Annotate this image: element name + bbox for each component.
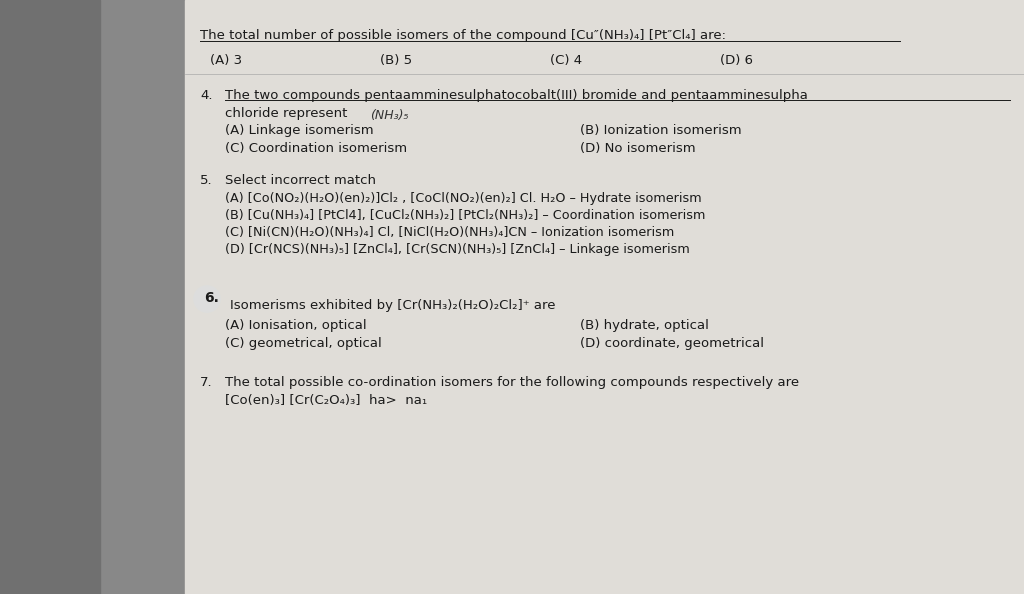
Text: (B) [Cu(NH₃)₄] [PtCl4], [CuCl₂(NH₃)₂] [PtCl₂(NH₃)₂] – Coordination isomerism: (B) [Cu(NH₃)₄] [PtCl4], [CuCl₂(NH₃)₂] [P… (225, 209, 706, 222)
Text: The total number of possible isomers of the compound [Cu″(NH₃)₄] [Pt″Cl₄] are:: The total number of possible isomers of … (200, 29, 726, 42)
Text: (D) coordinate, geometrical: (D) coordinate, geometrical (580, 337, 764, 350)
Text: [Co(en)₃] [Cr(C₂O₄)₃]  ha>  na₁: [Co(en)₃] [Cr(C₂O₄)₃] ha> na₁ (225, 394, 427, 407)
Text: (C) geometrical, optical: (C) geometrical, optical (225, 337, 382, 350)
Text: (B) Ionization isomerism: (B) Ionization isomerism (580, 124, 741, 137)
Text: The total possible co-ordination isomers for the following compounds respectivel: The total possible co-ordination isomers… (225, 376, 799, 389)
Text: Select incorrect match: Select incorrect match (225, 174, 376, 187)
Text: (C) 4: (C) 4 (550, 54, 582, 67)
Text: (B) 5: (B) 5 (380, 54, 412, 67)
Text: (A) Ionisation, optical: (A) Ionisation, optical (225, 319, 367, 332)
Text: (NH₃)₅: (NH₃)₅ (370, 109, 409, 122)
Text: (D) [Cr(NCS)(NH₃)₅] [ZnCl₄], [Cr(SCN)(NH₃)₅] [ZnCl₄] – Linkage isomerism: (D) [Cr(NCS)(NH₃)₅] [ZnCl₄], [Cr(SCN)(NH… (225, 243, 690, 256)
Text: (C) Coordination isomerism: (C) Coordination isomerism (225, 142, 408, 155)
Text: (A) Linkage isomerism: (A) Linkage isomerism (225, 124, 374, 137)
Text: 7.: 7. (200, 376, 213, 389)
Text: (B) hydrate, optical: (B) hydrate, optical (580, 319, 709, 332)
Text: 4.: 4. (200, 89, 213, 102)
Bar (0, 0, 100, 594)
Bar (185, 0, 1024, 594)
Text: (D) 6: (D) 6 (720, 54, 753, 67)
Text: (A) 3: (A) 3 (210, 54, 242, 67)
Circle shape (194, 286, 220, 312)
Text: (D) No isomerism: (D) No isomerism (580, 142, 695, 155)
Bar (0, 0, 185, 594)
Text: 5.: 5. (200, 174, 213, 187)
Text: The two compounds pentaamminesulphatocobalt(III) bromide and pentaamminesulpha: The two compounds pentaamminesulphatocob… (225, 89, 808, 102)
Text: Isomerisms exhibited by [Cr(NH₃)₂(H₂O)₂Cl₂]⁺ are: Isomerisms exhibited by [Cr(NH₃)₂(H₂O)₂C… (230, 299, 555, 312)
Text: (C) [Ni(CN)(H₂O)(NH₃)₄] Cl, [NiCl(H₂O)(NH₃)₄]CN – Ionization isomerism: (C) [Ni(CN)(H₂O)(NH₃)₄] Cl, [NiCl(H₂O)(N… (225, 226, 674, 239)
Text: 6.: 6. (204, 291, 219, 305)
Text: (A) [Co(NO₂)(H₂O)(en)₂)]Cl₂ , [CoCl(NO₂)(en)₂] Cl. H₂O – Hydrate isomerism: (A) [Co(NO₂)(H₂O)(en)₂)]Cl₂ , [CoCl(NO₂)… (225, 192, 701, 205)
Text: chloride represent: chloride represent (225, 107, 347, 120)
